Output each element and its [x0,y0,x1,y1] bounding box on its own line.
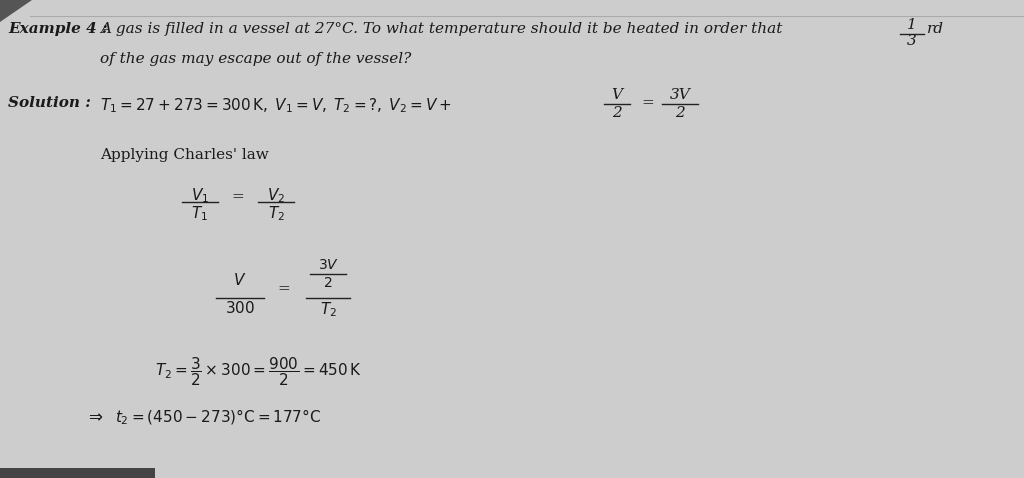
Text: =: = [642,96,654,110]
Text: V: V [611,88,623,102]
Text: A gas is filled in a vessel at 27°C. To what temperature should it be heated in : A gas is filled in a vessel at 27°C. To … [100,22,782,36]
Text: Applying Charles' law: Applying Charles' law [100,148,268,162]
Text: $V_1$: $V_1$ [190,186,209,205]
Text: 3V: 3V [670,88,690,102]
Text: $T_1 = 27 + 273 = 300\,\mathrm{K},\; V_1 = V,\; T_2 = ?,\; V_2 = V +$: $T_1 = 27 + 273 = 300\,\mathrm{K},\; V_1… [100,96,452,115]
Text: Example 4 :: Example 4 : [8,22,108,36]
Text: 1: 1 [907,18,916,32]
Text: $T_2$: $T_2$ [319,300,337,319]
Text: 2: 2 [675,106,685,120]
Text: $2$: $2$ [324,276,333,290]
Bar [0,468,155,478]
Text: ⇒: ⇒ [88,408,102,426]
Text: 2: 2 [612,106,622,120]
Text: 3: 3 [907,34,916,48]
Text: =: = [278,282,291,296]
Text: rd: rd [927,22,944,36]
Text: $T_2 = \dfrac{3}{2} \times 300 = \dfrac{900}{2} = 450\,\mathrm{K}$: $T_2 = \dfrac{3}{2} \times 300 = \dfrac{… [155,355,362,388]
Text: $3V$: $3V$ [317,258,339,272]
Text: $V$: $V$ [233,272,247,288]
Polygon shape [0,0,32,22]
Text: $V_2$: $V_2$ [267,186,285,205]
Text: =: = [231,190,245,204]
Text: Solution :: Solution : [8,96,91,110]
Text: $T_2$: $T_2$ [267,204,285,223]
Text: $300$: $300$ [225,300,255,316]
Text: $t_2 = (450 - 273)°\mathrm{C} = 177°\mathrm{C}$: $t_2 = (450 - 273)°\mathrm{C} = 177°\mat… [115,408,322,427]
Text: $T_1$: $T_1$ [191,204,209,223]
Text: of the gas may escape out of the vessel?: of the gas may escape out of the vessel? [100,52,412,66]
